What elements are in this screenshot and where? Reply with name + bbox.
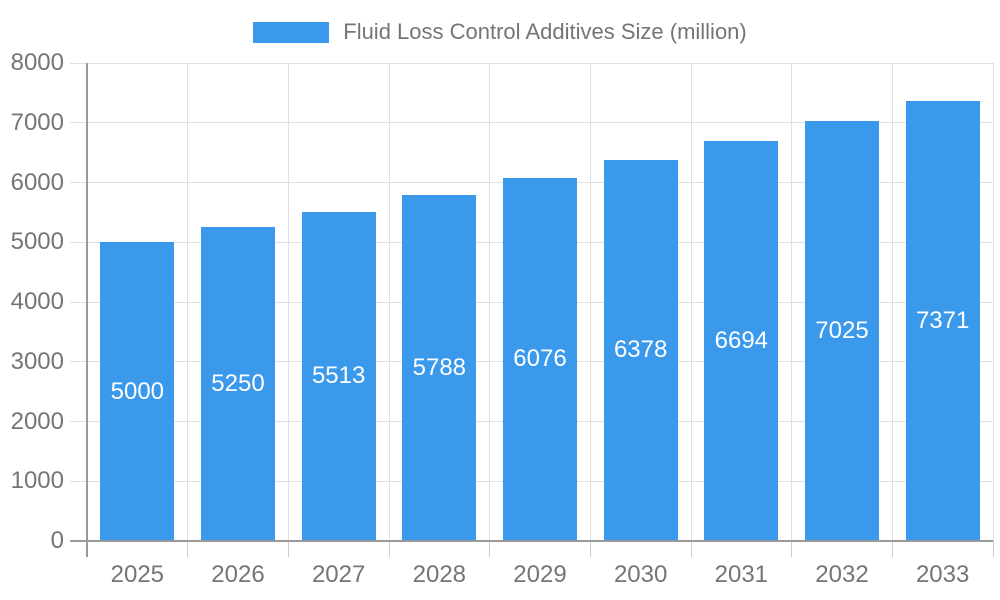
legend-swatch-icon: [253, 21, 330, 43]
bar-value-label: 5788: [412, 354, 467, 382]
x-tick: [388, 541, 390, 557]
bar-value-label: 5000: [110, 377, 165, 405]
x-tick: [690, 541, 692, 557]
y-tick-label: 5000: [10, 228, 64, 256]
bar[interactable]: 7025: [805, 121, 879, 541]
x-tick-label: 2032: [815, 561, 869, 588]
bar[interactable]: 6076: [503, 177, 577, 541]
x-tick: [992, 541, 994, 557]
bar-value-label: 7025: [815, 317, 869, 345]
y-tick-label: 2000: [10, 407, 64, 435]
x-tick-label: 2030: [613, 561, 668, 588]
x-gridline: [992, 63, 994, 541]
x-gridline: [690, 63, 692, 541]
x-tick-label: 2025: [110, 561, 165, 588]
y-tick-label: 3000: [10, 347, 64, 375]
x-gridline: [489, 63, 491, 541]
y-gridline: [70, 122, 993, 124]
x-axis-line: [70, 540, 993, 542]
x-tick-label: 2031: [714, 561, 769, 588]
bar[interactable]: 6694: [704, 141, 779, 541]
bar[interactable]: 5000: [100, 242, 175, 541]
x-tick: [287, 541, 289, 557]
bar-value-label: 5250: [211, 370, 265, 398]
y-gridline: [70, 62, 993, 64]
x-gridline: [187, 63, 189, 541]
x-gridline: [791, 63, 793, 541]
y-axis-line: [86, 63, 88, 541]
x-tick: [589, 541, 591, 557]
x-tick: [791, 541, 793, 557]
x-tick-label: 2029: [513, 561, 567, 588]
x-tick-label: 2026: [211, 561, 265, 588]
y-tick-label: 1000: [10, 467, 64, 495]
x-gridline: [287, 63, 289, 541]
x-tick: [187, 541, 189, 557]
bar[interactable]: 7371: [905, 100, 980, 541]
bar-value-label: 5513: [311, 362, 366, 390]
bar[interactable]: 5513: [301, 211, 376, 541]
legend[interactable]: Fluid Loss Control Additives Size (milli…: [0, 19, 1000, 45]
x-gridline: [388, 63, 390, 541]
bar[interactable]: 5250: [201, 227, 275, 541]
x-gridline: [891, 63, 893, 541]
x-tick: [86, 541, 88, 557]
bar-value-label: 6076: [513, 345, 567, 373]
bar-value-label: 6378: [613, 336, 668, 364]
y-tick-label: 8000: [10, 49, 64, 76]
x-tick-label: 2033: [915, 561, 970, 588]
bar-value-label: 6694: [714, 327, 769, 354]
x-tick-label: 2028: [412, 561, 467, 588]
x-tick: [891, 541, 893, 557]
bar[interactable]: 6378: [603, 159, 678, 541]
legend-label: Fluid Loss Control Additives Size (milli…: [343, 19, 747, 44]
x-gridline: [589, 63, 591, 541]
y-tick-label: 6000: [10, 168, 64, 196]
y-tick-label: 0: [50, 527, 64, 554]
bar-value-label: 7371: [915, 306, 970, 334]
y-tick-label: 7000: [10, 108, 64, 136]
bar[interactable]: 5788: [402, 195, 477, 541]
y-tick-label: 4000: [10, 288, 64, 315]
x-tick: [489, 541, 491, 557]
x-tick-label: 2027: [311, 561, 366, 588]
